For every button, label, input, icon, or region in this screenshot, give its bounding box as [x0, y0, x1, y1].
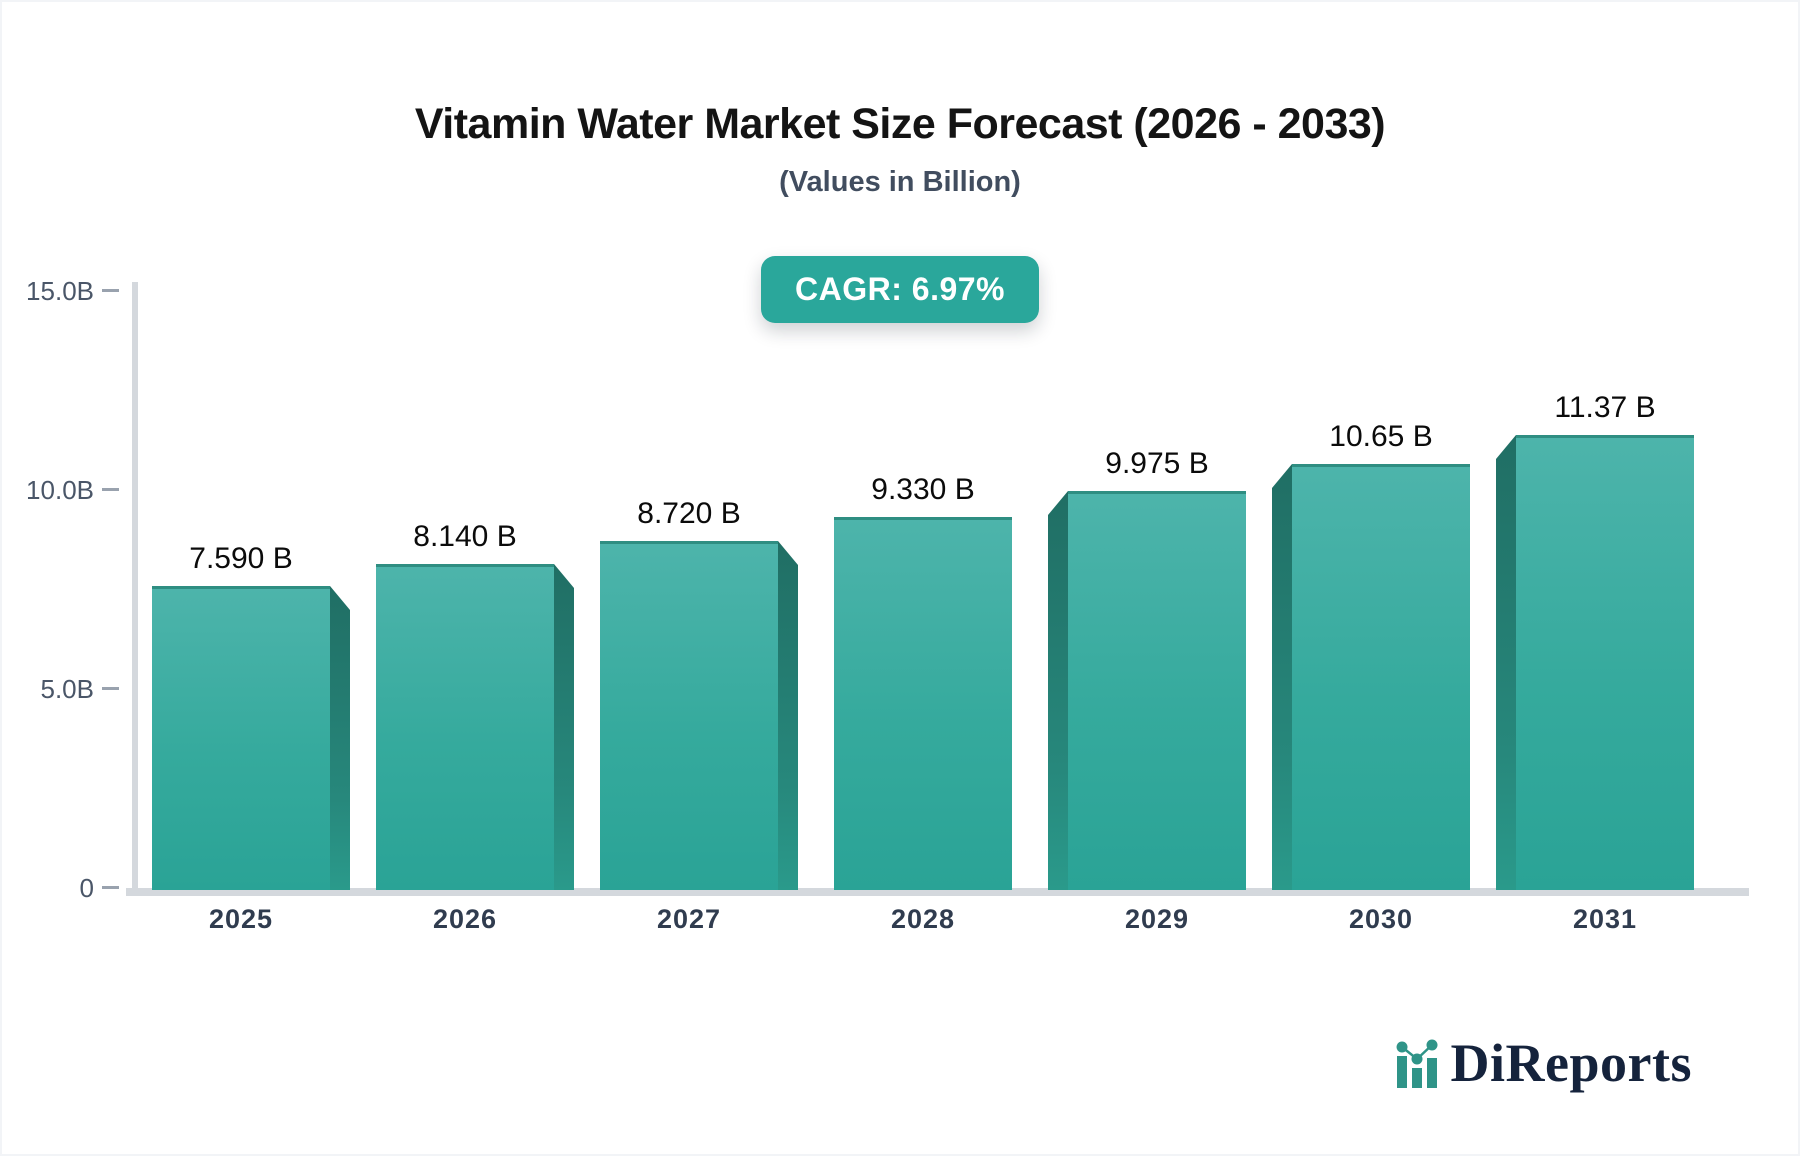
bar-value-label-2028: 9.330 B — [871, 473, 975, 506]
cagr-badge: CAGR: 6.97% — [761, 256, 1039, 323]
bar-2026[interactable] — [376, 564, 554, 890]
y-tick-label-10.0B: 10.0B — [26, 475, 94, 505]
x-axis-line — [126, 888, 1749, 896]
x-axis-label-2026: 2026 — [432, 904, 498, 934]
bar-value-label-2031: 11.37 B — [1554, 391, 1656, 424]
bar-side-panel-2025 — [330, 586, 350, 890]
x-axis-label-2031: 2031 — [1572, 904, 1638, 934]
y-tick-dash-15.0B — [102, 289, 119, 292]
y-tick-label-0: 0 — [79, 873, 94, 903]
y-tick-label-5.0B: 5.0B — [40, 674, 95, 704]
bar-side-panel-2029 — [1048, 491, 1068, 890]
chart-title: Vitamin Water Market Size Forecast (2026… — [414, 100, 1386, 148]
bar-value-label-2027: 8.720 B — [637, 497, 741, 530]
bar-2030[interactable] — [1292, 464, 1470, 890]
y-tick-label-15.0B: 15.0B — [26, 276, 94, 306]
y-tick-dash-5.0B — [102, 687, 119, 690]
bar-side-panel-2026 — [554, 564, 574, 890]
cagr-badge-label: CAGR: 6.97% — [795, 271, 1005, 307]
chart-subtitle: (Values in Billion) — [779, 166, 1021, 198]
x-axis-label-2027: 2027 — [656, 904, 722, 934]
x-axis-label-2028: 2028 — [890, 904, 956, 934]
x-axis-label-2030: 2030 — [1348, 904, 1414, 934]
x-axis-label-2029: 2029 — [1124, 904, 1190, 934]
bar-side-panel-2031 — [1496, 435, 1516, 890]
y-axis-line — [132, 282, 138, 896]
y-tick-dash-0 — [102, 886, 119, 889]
bar-side-panel-2027 — [778, 541, 798, 890]
bar-2031[interactable] — [1516, 435, 1694, 890]
y-tick-dash-10.0B — [102, 488, 119, 491]
bar-2028[interactable] — [834, 517, 1012, 890]
bar-2025[interactable] — [152, 586, 330, 890]
x-axis-label-2025: 2025 — [208, 904, 274, 934]
bar-2027[interactable] — [600, 541, 778, 890]
bar-value-label-2030: 10.65 B — [1329, 420, 1433, 453]
bar-side-panel-2030 — [1272, 464, 1292, 890]
logo-text: DiReports — [1450, 1033, 1692, 1093]
bar-chart-logo-icon — [1396, 1039, 1438, 1088]
direports-logo[interactable]: DiReports — [1391, 1032, 1692, 1090]
bar-value-label-2025: 7.590 B — [189, 542, 293, 575]
bar-value-label-2026: 8.140 B — [413, 520, 517, 553]
bar-value-label-2029: 9.975 B — [1105, 447, 1209, 480]
bar-2029[interactable] — [1068, 491, 1246, 890]
